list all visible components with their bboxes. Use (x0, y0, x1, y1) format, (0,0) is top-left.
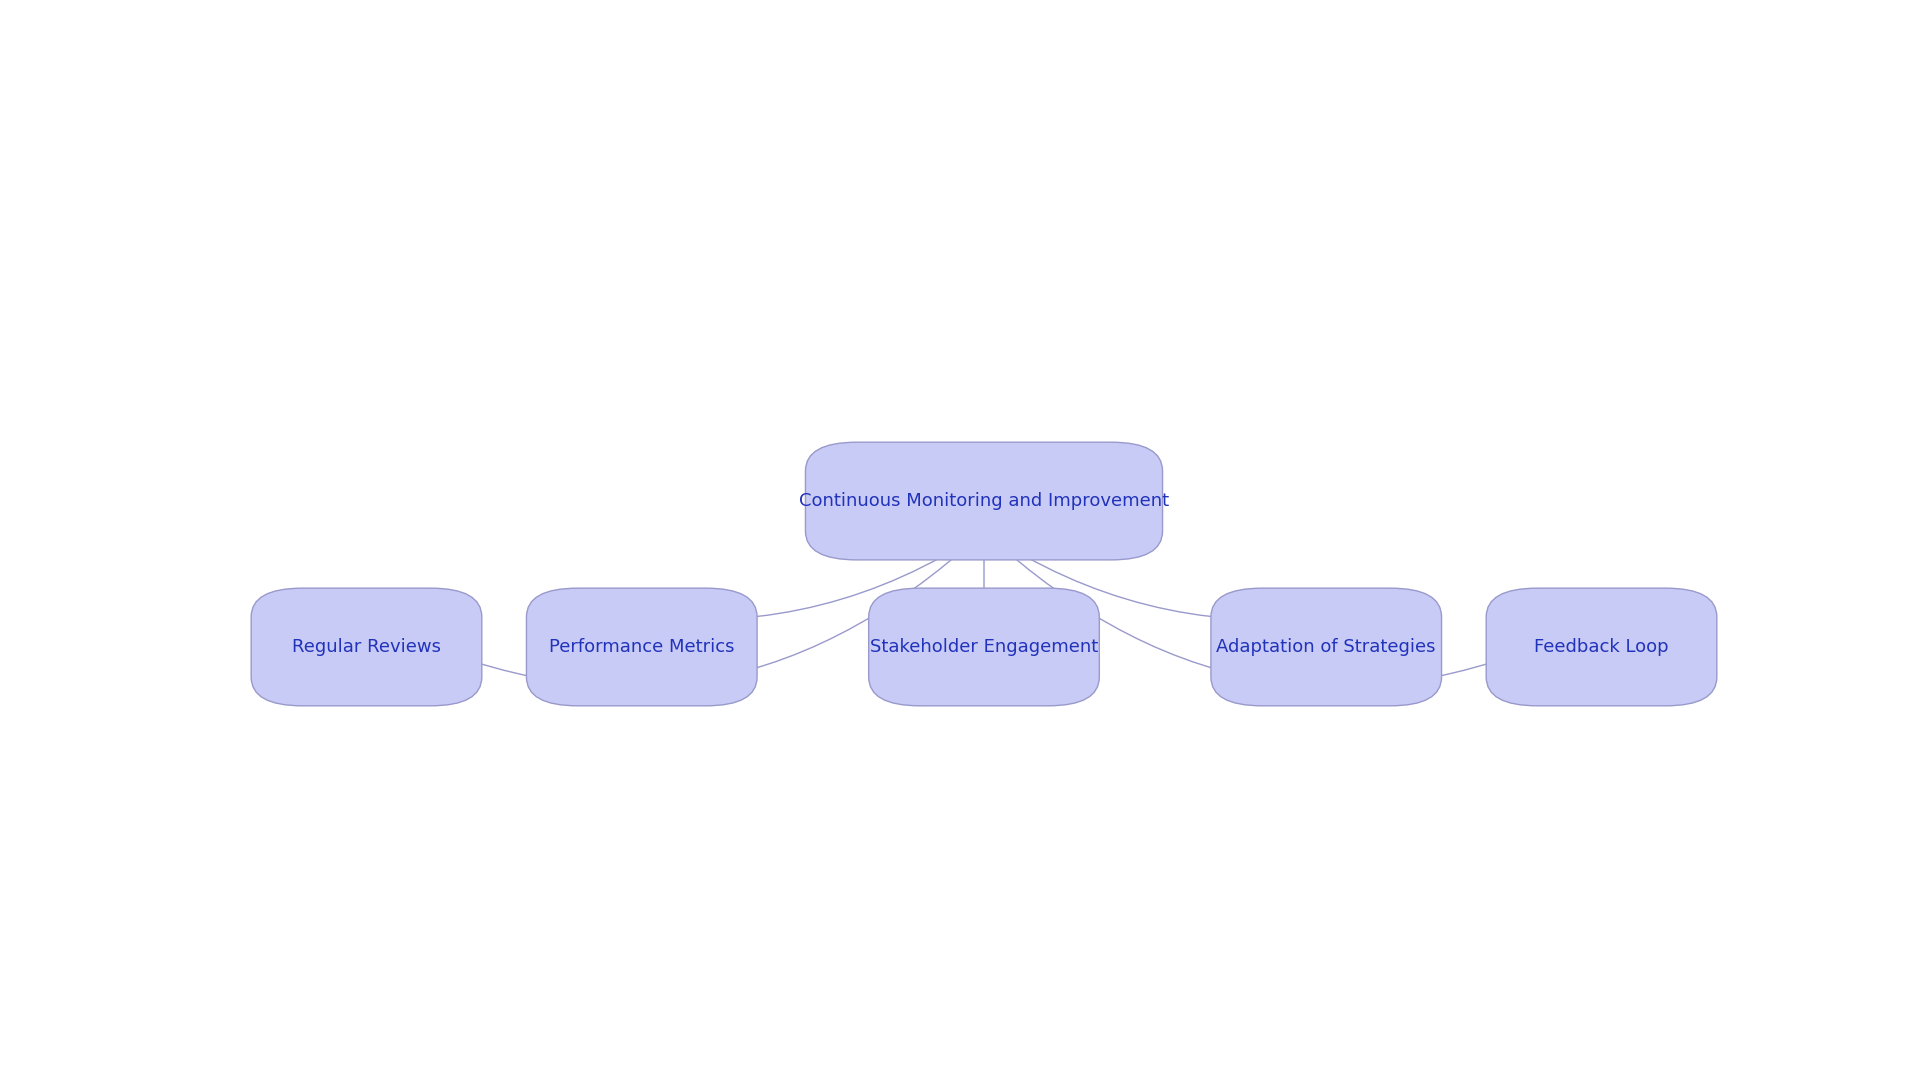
FancyBboxPatch shape (806, 442, 1162, 560)
Text: Adaptation of Strategies: Adaptation of Strategies (1217, 638, 1436, 656)
Text: Regular Reviews: Regular Reviews (292, 638, 442, 656)
Text: Feedback Loop: Feedback Loop (1534, 638, 1668, 656)
FancyBboxPatch shape (1486, 588, 1716, 706)
FancyBboxPatch shape (1212, 588, 1442, 706)
FancyBboxPatch shape (868, 588, 1100, 706)
FancyBboxPatch shape (526, 588, 756, 706)
Text: Stakeholder Engagement: Stakeholder Engagement (870, 638, 1098, 656)
Text: Performance Metrics: Performance Metrics (549, 638, 735, 656)
Text: Continuous Monitoring and Improvement: Continuous Monitoring and Improvement (799, 492, 1169, 510)
FancyBboxPatch shape (252, 588, 482, 706)
